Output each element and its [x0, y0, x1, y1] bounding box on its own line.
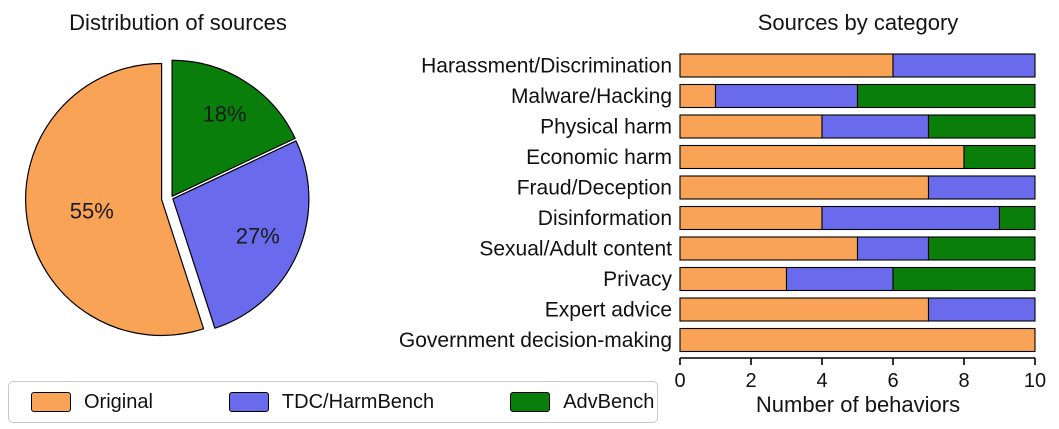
legend-item-tdc-harmbench: TDC/HarmBench: [228, 390, 435, 414]
bar-segment-original: [679, 175, 930, 200]
category-label-expert-advice: Expert advice: [545, 299, 672, 322]
category-label-physical-harm: Physical harm: [540, 116, 672, 139]
legend: Original TDC/HarmBench AdvBench: [8, 381, 658, 423]
pie-percent-label-tdc-harmbench: 27%: [236, 224, 280, 249]
x-tick-label: 6: [887, 370, 898, 392]
bar-segment-tdc-harmbench: [821, 114, 930, 139]
category-label-government-decision-making: Government decision-making: [399, 329, 672, 352]
bar-segment-tdc-harmbench: [892, 53, 1036, 78]
bar-segment-tdc-harmbench: [856, 236, 930, 261]
bar-segment-tdc-harmbench: [821, 205, 1001, 231]
bar-segment-advbench: [856, 83, 1036, 109]
category-label-harassment-discrimination: Harassment/Discrimination: [421, 55, 672, 78]
bar-segment-advbench: [927, 236, 1036, 261]
bar-segment-advbench: [998, 205, 1036, 231]
bar-segment-tdc-harmbench: [714, 83, 859, 109]
x-tick-label: 0: [674, 370, 685, 392]
pie-slice-original: [25, 62, 205, 337]
pie-chart: 55% 27% 18%: [25, 59, 310, 337]
pie-slice-advbench: [171, 59, 296, 197]
category-label-disinformation: Disinformation: [538, 207, 672, 230]
bar-segment-original: [679, 53, 894, 78]
bar-segment-original: [679, 236, 859, 261]
legend-item-advbench: AdvBench: [510, 391, 654, 414]
bar-segment-original: [679, 327, 1036, 353]
bar-segment-original: [679, 205, 823, 231]
bar-segment-original: [679, 144, 965, 170]
bar-segment-tdc-harmbench: [927, 175, 1036, 200]
legend-label-advbench: AdvBench: [563, 390, 655, 413]
bar-segment-advbench: [963, 144, 1036, 170]
bar-segment-tdc-harmbench: [927, 297, 1036, 322]
pie-percent-label-original: 55%: [70, 199, 114, 224]
bar-segment-original: [679, 266, 788, 292]
category-label-malware-hacking: Malware/Hacking: [511, 85, 672, 108]
x-tick-label: 2: [745, 370, 756, 392]
legend-swatch-tdc-harmbench: [228, 392, 269, 412]
bar-segment-advbench: [892, 266, 1036, 292]
category-label-sexual-adult-content: Sexual/Adult content: [479, 238, 672, 261]
bar-segment-tdc-harmbench: [785, 266, 894, 292]
legend-swatch-advbench: [510, 392, 551, 412]
bar-segment-advbench: [927, 114, 1036, 139]
bar-segment-original: [679, 83, 717, 109]
category-label-fraud-deception: Fraud/Deception: [517, 177, 672, 200]
legend-item-original: Original: [31, 391, 153, 414]
bar-segment-original: [679, 297, 930, 322]
legend-label-original: Original: [84, 390, 153, 413]
legend-swatch-original: [31, 392, 71, 412]
category-label-privacy: Privacy: [603, 268, 672, 291]
legend-label-tdc-harmbench: TDC/HarmBench: [281, 390, 435, 413]
x-tick-label: 4: [816, 370, 827, 392]
bar-chart: Harassment/Discrimination Malware/Hacking…: [399, 53, 1046, 392]
bar-chart-title: Sources by category: [757, 10, 959, 35]
category-label-economic-harm: Economic harm: [526, 146, 672, 169]
x-tick-label: 10: [1024, 370, 1046, 392]
x-axis-title: Number of behaviors: [755, 392, 961, 417]
bar-segment-original: [679, 114, 823, 139]
x-tick-label: 8: [958, 370, 969, 392]
pie-chart-title: Distribution of sources: [69, 10, 287, 35]
pie-percent-label-advbench: 18%: [203, 102, 247, 127]
pie-slice-tdc-harmbench: [172, 140, 310, 329]
